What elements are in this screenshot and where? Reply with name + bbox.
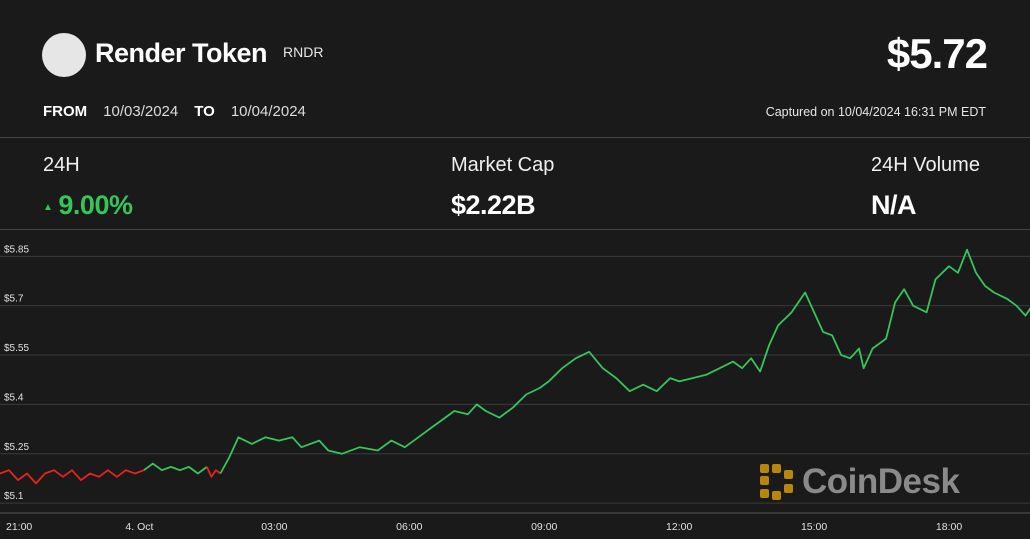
x-tick-label: 06:00 [396,521,422,533]
date-range: FROM 10/03/2024 TO 10/04/2024 [43,103,306,120]
stat-24h-label: 24H [43,154,80,176]
price-line-down [206,466,221,478]
stat-market-cap: Market Cap $2.22B [451,154,554,221]
y-tick-label: $5.7 [4,294,24,305]
stat-24h-value: ▲ 9.00% [43,190,133,221]
token-symbol: RNDR [283,44,324,60]
coindesk-watermark: CoinDesk [758,462,960,502]
stat-24h-change: 9.00% [58,190,133,220]
current-price: $5.72 [886,30,988,77]
divider [0,137,1030,138]
price-line-down [0,469,145,485]
y-tick-label: $5.85 [4,244,29,255]
divider [0,229,1030,230]
price-chart: $5.1 $5.25 $5.4 $5.55 $5.7 $5.85 21:00 4. Oct 03… [0,244,1030,533]
x-tick-label: 12:00 [666,521,692,533]
coindesk-logo-icon [760,464,793,500]
x-tick-label: 21:00 [6,521,32,533]
up-arrow-icon: ▲ [43,202,53,213]
stat-volume: 24H Volume N/A [871,154,980,221]
from-label: FROM [43,103,88,120]
x-tick-label: 4. Oct [125,521,153,533]
stat-market-cap-value: $2.22B [451,190,536,220]
price-line-up [143,462,208,475]
y-tick-label: $5.4 [4,392,24,403]
y-tick-label: $5.1 [4,491,24,502]
stat-volume-value: N/A [871,190,916,220]
to-date: 10/04/2024 [230,103,306,120]
header: Render Token RNDR $5.72 FROM 10/03/2024 … [0,0,1030,137]
y-tick-label: $5.25 [4,442,29,453]
price-line-up [219,248,1030,474]
stat-market-cap-label: Market Cap [451,154,555,176]
watermark-text: CoinDesk [802,462,960,501]
token-logo [42,33,86,77]
to-label: TO [194,103,215,120]
x-tick-label: 03:00 [261,521,287,533]
captured-timestamp: Captured on 10/04/2024 16:31 PM EDT [765,105,986,119]
stat-24h: 24H ▲ 9.00% [43,154,133,221]
token-name: Render Token [95,38,268,68]
y-tick-label: $5.55 [4,343,29,354]
stat-volume-label: 24H Volume [871,154,980,176]
x-tick-label: 09:00 [531,521,557,533]
x-tick-label: 15:00 [801,521,827,533]
x-tick-label: 18:00 [936,521,962,533]
from-date: 10/03/2024 [103,103,179,120]
